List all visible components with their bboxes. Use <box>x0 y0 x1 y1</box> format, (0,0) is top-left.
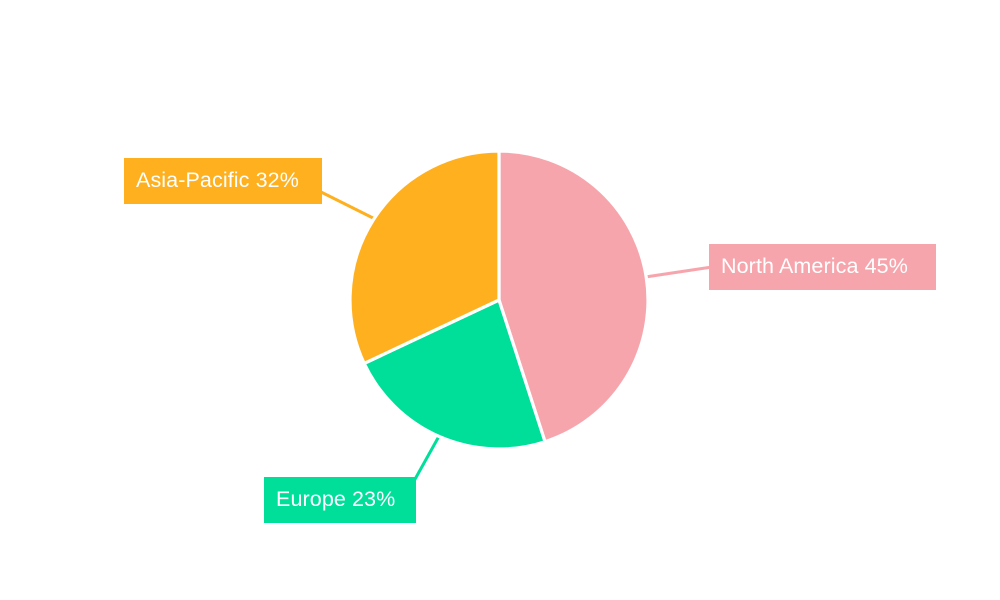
pie-label-north-america[interactable]: North America 45% <box>709 244 936 290</box>
pie-label-asia-pacific[interactable]: Asia-Pacific 32% <box>124 158 322 204</box>
pie-label-europe[interactable]: Europe 23% <box>264 477 416 523</box>
pie-label-north-america-text: North America 45% <box>721 254 908 279</box>
pie-slice-europe[interactable] <box>362 298 547 451</box>
pie-label-europe-text: Europe 23% <box>276 487 396 512</box>
pie-slice-asia-pacific[interactable] <box>348 149 501 366</box>
pie-label-asia-pacific-text: Asia-Pacific 32% <box>136 168 299 193</box>
leader-line-asia-pacific <box>318 189 382 224</box>
pie-slice-north-america[interactable] <box>497 149 650 444</box>
